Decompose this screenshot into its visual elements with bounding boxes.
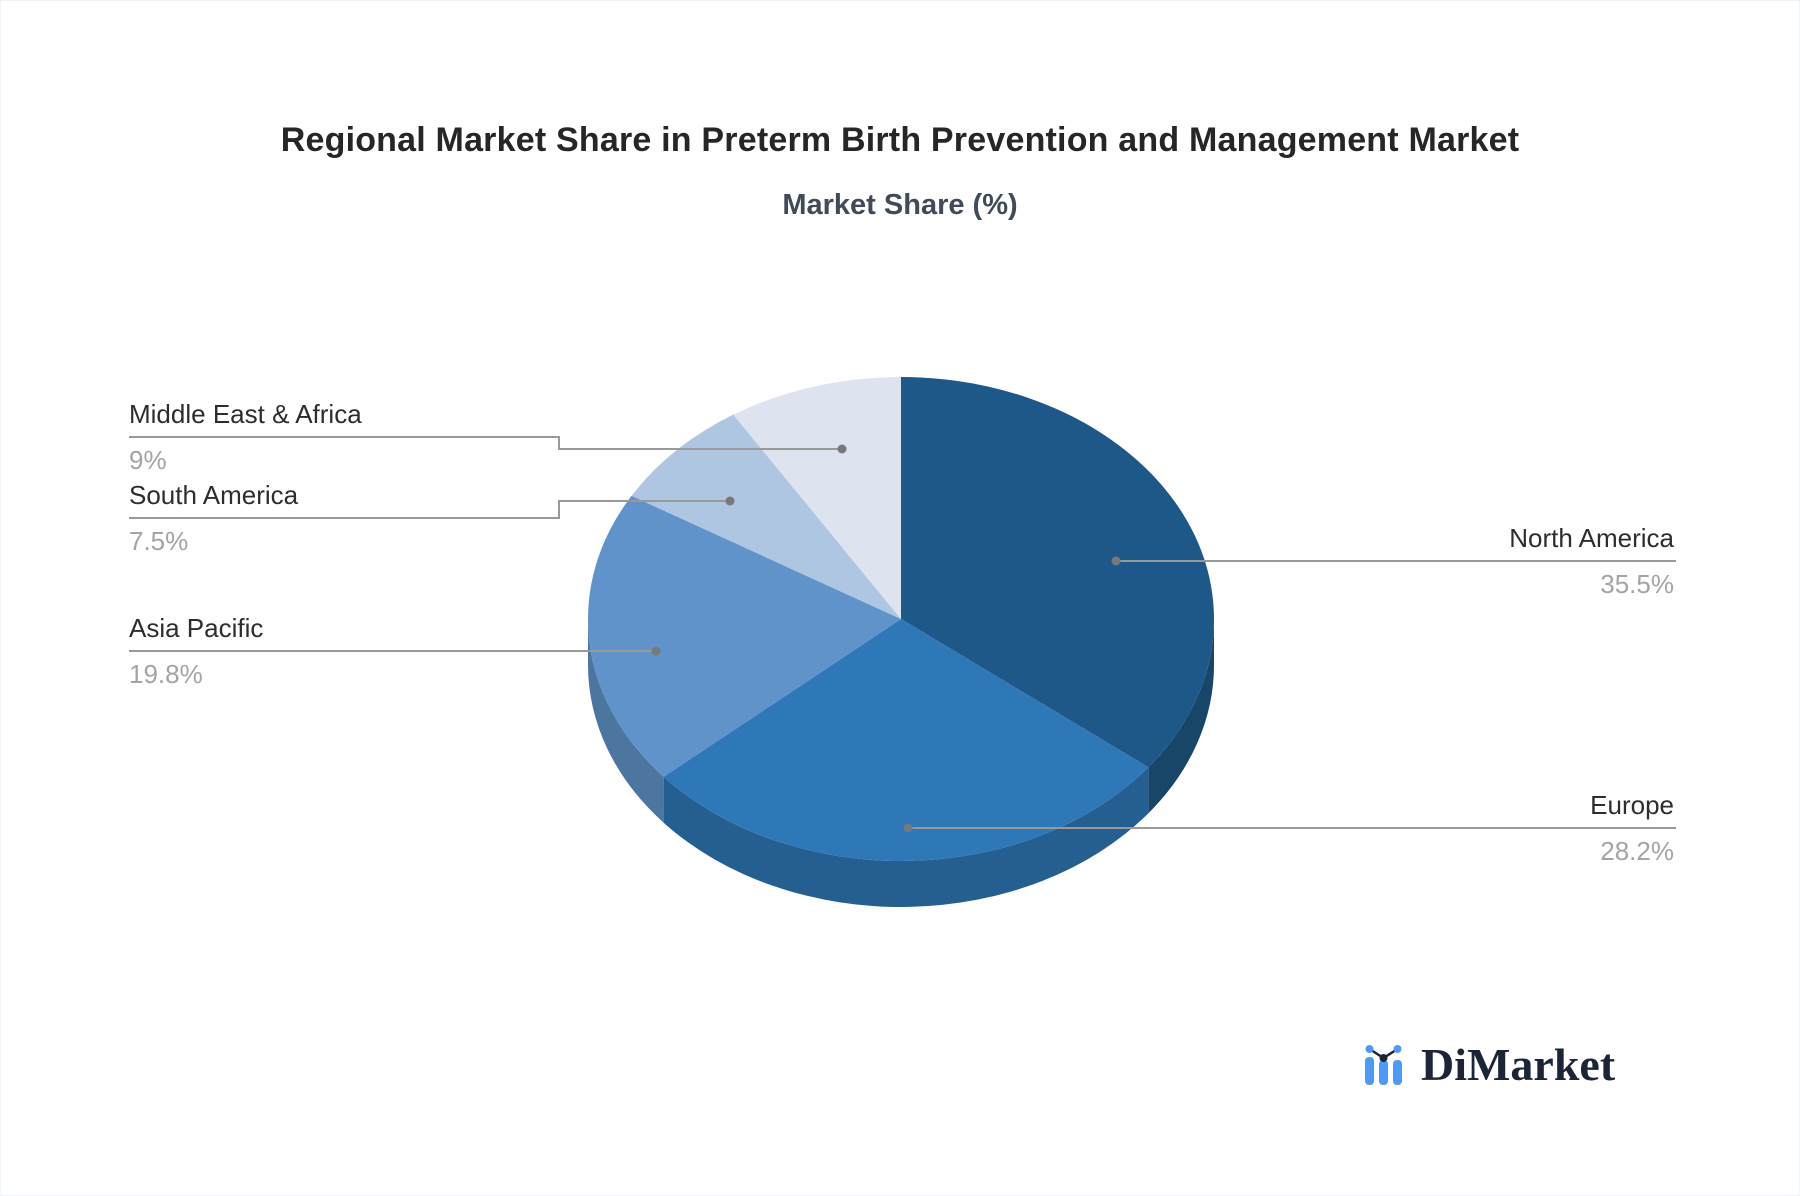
pie-slice-europe[interactable] — [663, 619, 1149, 861]
slice-name-middle-east-africa: Middle East & Africa — [129, 399, 362, 429]
slice-name-europe: Europe — [1590, 790, 1674, 820]
leader-line-middle-east-africa — [129, 436, 842, 450]
leader-dot-north-america — [1111, 556, 1121, 566]
pie-slice-north-america-side — [1148, 619, 1214, 814]
slice-name-south-america: South America — [129, 480, 299, 510]
pie-slice-middle-east-africa[interactable] — [733, 377, 901, 619]
logo-dot-1 — [1365, 1045, 1374, 1053]
logo-bar-2 — [1379, 1060, 1388, 1085]
leader-line-south-america — [129, 500, 730, 519]
leader-dot-asia-pacific — [651, 646, 661, 656]
logo-dot-3 — [1393, 1045, 1402, 1053]
leader-dot-europe — [903, 823, 913, 833]
brand-logo: DiMarket — [1361, 1041, 1615, 1089]
slice-name-asia-pacific: Asia Pacific — [129, 613, 264, 643]
logo-bar-1 — [1365, 1057, 1374, 1085]
chart-subtitle: Market Share (%) — [782, 189, 1018, 221]
logo-dot-2 — [1379, 1054, 1388, 1062]
slice-value-north-america: 35.5% — [1600, 569, 1674, 599]
slice-value-europe: 28.2% — [1600, 836, 1674, 866]
slice-value-asia-pacific: 19.8% — [129, 659, 203, 689]
pie-slice-asia-pacific[interactable] — [588, 495, 901, 777]
pie-slice-south-america[interactable] — [631, 414, 901, 619]
slice-value-middle-east-africa: 9% — [129, 445, 167, 475]
logo-bar-chart-icon — [1365, 1045, 1402, 1085]
leader-dot-south-america — [725, 496, 735, 506]
pie-slice-north-america[interactable] — [901, 377, 1214, 768]
pie-slice-europe-side — [663, 767, 1149, 907]
leader-dot-middle-east-africa — [837, 444, 847, 454]
slice-name-north-america: North America — [1509, 523, 1674, 553]
chart-title: Regional Market Share in Preterm Birth P… — [280, 121, 1520, 159]
pie-slice-asia-pacific-side — [588, 619, 664, 823]
slice-value-south-america: 7.5% — [129, 526, 189, 556]
logo-bar-3 — [1393, 1060, 1402, 1085]
logo-text: DiMarket — [1421, 1039, 1616, 1090]
